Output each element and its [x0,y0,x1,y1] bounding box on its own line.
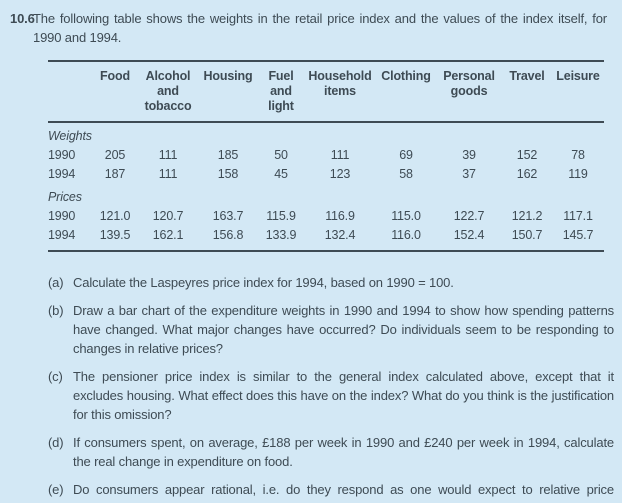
value-cell: 132.4 [324,228,356,242]
value-cell: 185 [217,148,239,162]
rpi-table: Food Alcohol and tobacco Housing Fuel an… [48,60,604,252]
year-cell: 1990 [48,148,76,162]
column-header-housing: Housing [203,69,253,83]
value-cell: 205 [104,148,126,162]
value-cell: 123 [329,167,351,181]
question-label: (b) [48,303,64,318]
value-cell: 116.0 [391,228,421,242]
column-header-alcohol-tobacco: Alcohol and tobacco [144,69,192,113]
value-cell: 150.7 [511,228,543,242]
year-cell: 1990 [48,209,76,223]
year-cell: 1994 [48,228,76,242]
table-header-row: Food Alcohol and tobacco Housing Fuel an… [48,61,604,122]
value-cell: 139.5 [99,228,131,242]
problem-header: 10.6 The following table shows the weigh… [10,9,612,47]
problem-intro: The following table shows the weights in… [33,11,607,45]
column-header-fuel-light: Fuel and light [268,69,294,113]
question-text: If consumers spent, on average, £188 per… [73,435,614,469]
column-header-clothing: Clothing [381,69,431,83]
question-item-b: (b) Draw a bar chart of the expenditure … [48,301,614,358]
value-cell: 122.7 [453,209,485,223]
question-item-d: (d) If consumers spent, on average, £188… [48,433,614,471]
question-item-c: (c) The pensioner price index is similar… [48,367,614,424]
column-header-household-items: Household items [308,69,372,98]
section-label-weights: Weights [48,129,92,143]
question-text: The pensioner price index is similar to … [73,369,614,422]
value-cell: 162 [516,167,538,181]
question-item-e: (e) Do consumers appear rational, i.e. d… [48,480,614,503]
section-label-prices: Prices [48,190,82,204]
value-cell: 117.1 [563,209,593,223]
value-cell: 152.4 [453,228,485,242]
value-cell: 111 [158,148,178,162]
value-cell: 50 [274,148,288,162]
row-label-spacer [48,61,92,122]
column-header-personal-goods: Personal goods [443,69,495,98]
value-cell: 45 [274,167,288,181]
value-cell: 162.1 [152,228,184,242]
value-cell: 69 [399,148,413,162]
value-cell: 58 [399,167,413,181]
section-label-row: Prices [48,184,604,207]
question-label: (d) [48,435,64,450]
table-row-prices-1994: 1994 139.5 162.1 156.8 133.9 132.4 116.0… [48,226,604,251]
year-cell: 1994 [48,167,76,181]
question-text: Calculate the Laspeyres price index for … [73,275,454,290]
table-row-prices-1990: 1990 121.0 120.7 163.7 115.9 116.9 115.0… [48,207,604,226]
value-cell: 133.9 [265,228,297,242]
value-cell: 121.2 [511,209,543,223]
value-cell: 158 [217,167,239,181]
value-cell: 121.0 [99,209,131,223]
question-text: Draw a bar chart of the expenditure weig… [73,303,614,356]
value-cell: 116.9 [325,209,355,223]
question-text: Do consumers appear rational, i.e. do th… [73,482,614,503]
value-cell: 78 [571,148,585,162]
section-label-row: Weights [48,122,604,146]
table-row-weights-1994: 1994 187 111 158 45 123 58 37 162 119 [48,165,604,184]
value-cell: 111 [158,167,178,181]
value-cell: 119 [568,167,588,181]
table-row-weights-1990: 1990 205 111 185 50 111 69 39 152 78 [48,146,604,165]
value-cell: 152 [516,148,538,162]
question-label: (a) [48,275,64,290]
problem-content: Food Alcohol and tobacco Housing Fuel an… [48,60,614,503]
value-cell: 115.9 [266,209,296,223]
value-cell: 111 [330,148,350,162]
value-cell: 39 [462,148,476,162]
value-cell: 120.7 [152,209,184,223]
value-cell: 145.7 [562,228,594,242]
column-header-travel: Travel [509,69,545,83]
value-cell: 115.0 [391,209,421,223]
question-item-a: (a) Calculate the Laspeyres price index … [48,273,614,292]
value-cell: 37 [462,167,476,181]
question-label: (e) [48,482,64,497]
value-cell: 163.7 [212,209,244,223]
question-list: (a) Calculate the Laspeyres price index … [48,273,614,503]
column-header-leisure: Leisure [556,69,600,83]
column-header-food: Food [100,69,130,83]
value-cell: 156.8 [212,228,244,242]
value-cell: 187 [104,167,126,181]
question-label: (c) [48,369,63,384]
problem-number: 10.6 [10,11,35,26]
